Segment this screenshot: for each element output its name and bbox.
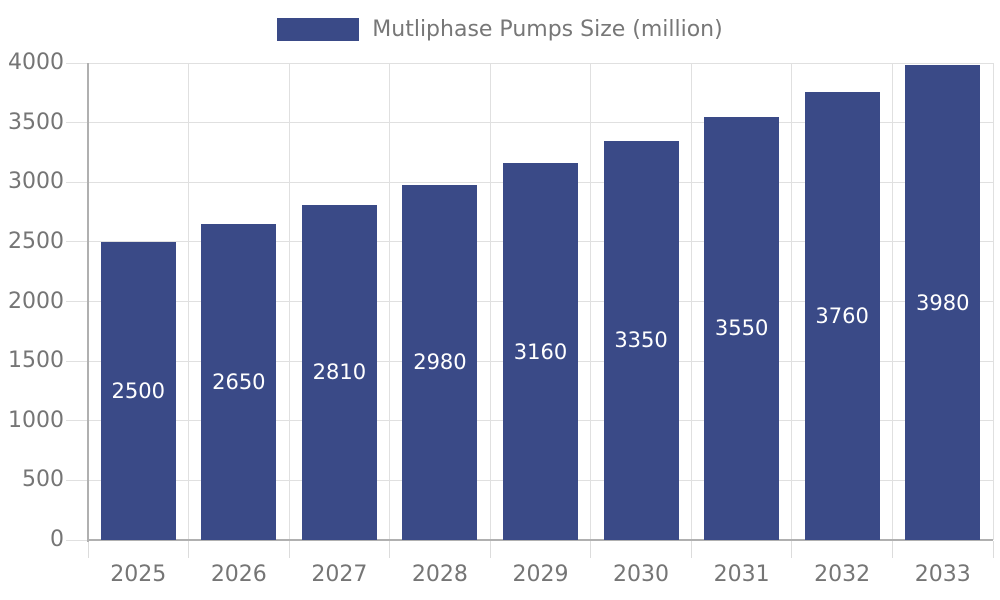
gridline-vertical [389, 63, 391, 540]
bar-value-label: 3980 [915, 290, 970, 315]
x-axis-tick-label: 2026 [210, 562, 267, 587]
gridline-vertical [590, 63, 592, 540]
y-axis-tick [66, 62, 88, 64]
chart-legend[interactable]: Mutliphase Pumps Size (million) [0, 17, 1000, 42]
x-axis-tick [791, 541, 793, 558]
y-axis-tick [66, 360, 88, 362]
bar: 3760 [804, 91, 880, 540]
x-axis-tick-label: 2031 [713, 562, 770, 587]
gridline-vertical [188, 63, 190, 540]
y-axis-tick [66, 181, 88, 183]
gridline-vertical [288, 63, 290, 540]
gridline-horizontal [88, 62, 993, 64]
bar: 3550 [704, 116, 780, 540]
y-axis-tick-label: 3500 [8, 109, 64, 135]
bar: 3350 [603, 140, 679, 540]
bar: 2650 [201, 223, 277, 540]
legend-swatch [277, 18, 360, 41]
y-axis-tick-label: 2500 [8, 228, 64, 254]
y-axis-tick [66, 479, 88, 481]
x-axis-line [88, 539, 993, 541]
x-axis-tick [590, 541, 592, 558]
x-axis-tick [87, 541, 89, 558]
x-axis-tick [188, 541, 190, 558]
y-axis-tick-label: 1000 [8, 407, 64, 433]
y-axis-tick-label: 3000 [8, 169, 64, 195]
x-axis-tick-label: 2032 [814, 562, 871, 587]
bar: 3160 [503, 163, 578, 540]
bar: 2810 [301, 204, 377, 540]
y-axis-tick-label: 1500 [8, 348, 64, 374]
y-axis-tick [66, 301, 88, 302]
x-axis-tick [992, 541, 994, 558]
bar-value-label: 2810 [312, 360, 367, 385]
bar: 2500 [100, 241, 176, 540]
x-axis-tick-label: 2028 [411, 562, 468, 587]
gridline-vertical [489, 63, 491, 540]
gridline-vertical [992, 63, 994, 540]
x-axis-tick [288, 541, 290, 558]
y-axis-tick [66, 539, 88, 541]
y-axis-tick-label: 0 [50, 527, 64, 552]
bar-value-label: 3550 [714, 316, 769, 341]
bar-value-label: 2980 [413, 350, 467, 375]
y-axis-line [87, 63, 89, 542]
y-axis-tick [66, 241, 88, 243]
gridline-vertical [690, 63, 692, 540]
x-axis-tick-label: 2030 [613, 562, 670, 587]
x-axis-tick [389, 541, 391, 558]
x-axis-tick [891, 541, 893, 558]
bar-value-label: 2650 [212, 369, 266, 394]
bar: 3980 [905, 65, 981, 540]
bar-value-label: 2500 [111, 378, 165, 403]
y-axis-tick [66, 122, 88, 124]
y-axis-tick-label: 2000 [8, 288, 64, 314]
bar-value-label: 3760 [815, 303, 869, 328]
x-axis-tick-label: 2025 [110, 562, 167, 587]
y-axis-tick-label: 4000 [8, 50, 64, 75]
x-axis-tick-label: 2029 [512, 562, 569, 587]
bar: 2980 [402, 184, 478, 540]
x-axis-tick [489, 541, 491, 558]
gridline-vertical [891, 63, 893, 540]
y-axis-tick-label: 500 [22, 467, 64, 493]
bar-value-label: 3160 [513, 339, 568, 364]
gridline-horizontal [88, 122, 993, 124]
y-axis-tick [66, 420, 88, 422]
bar-value-label: 3350 [614, 328, 668, 353]
legend-label: Mutliphase Pumps Size (million) [372, 17, 723, 42]
x-axis-tick-label: 2027 [311, 562, 368, 587]
x-axis-tick [690, 541, 692, 558]
gridline-vertical [791, 63, 793, 540]
x-axis-tick-label: 2033 [914, 562, 971, 587]
